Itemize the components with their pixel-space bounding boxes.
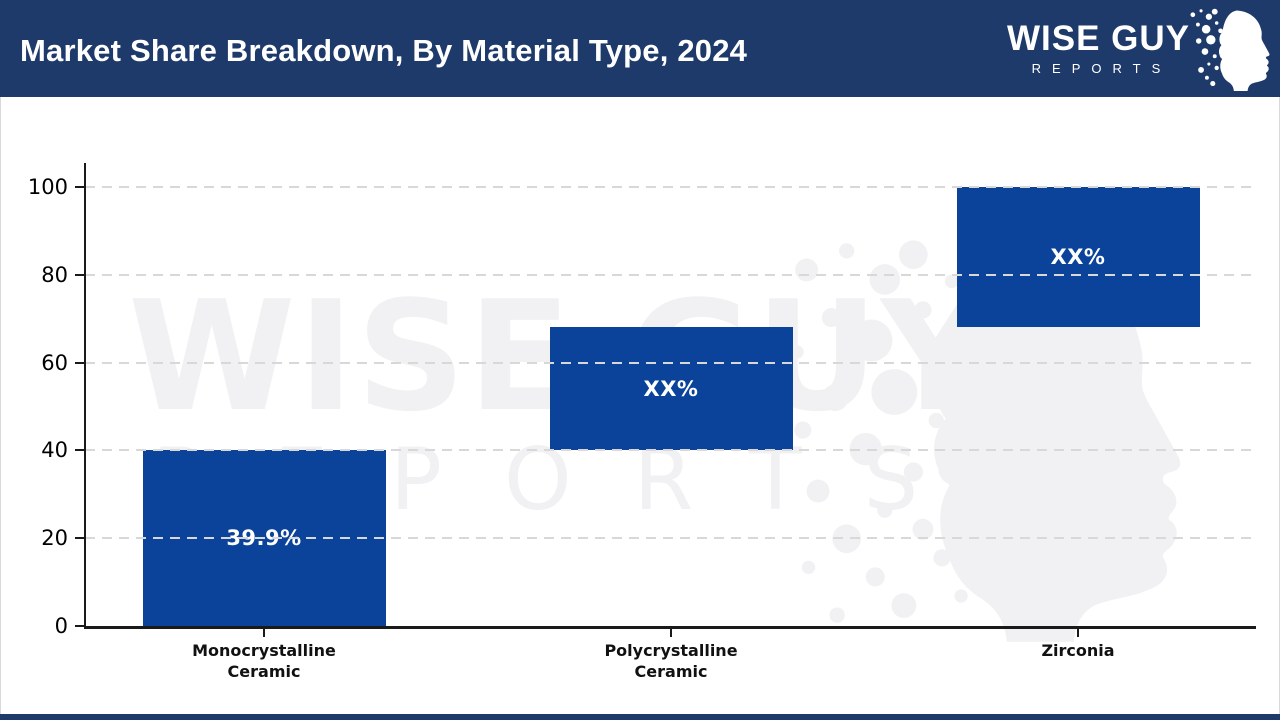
y-tick-label-40: 40: [41, 438, 68, 463]
y-tick-label-100: 100: [27, 175, 68, 199]
brand-logo-text: WISE GUY REPORTS: [1007, 21, 1190, 76]
x-category-label-3: Zirconia: [1041, 641, 1115, 660]
gridline-100: [85, 186, 1255, 188]
x-category-label-1: Monocrystalline Ceramic: [192, 641, 336, 681]
brand-logo: WISE GUY REPORTS: [1007, 5, 1272, 91]
y-tick-label-60: 60: [41, 350, 68, 375]
brand-face-icon: [1190, 8, 1270, 91]
x-tick-2: [670, 629, 672, 637]
x-axis: [84, 626, 1256, 629]
page-title: Market Share Breakdown, By Material Type…: [20, 33, 748, 68]
brand-logo-wiseguy: WISE GUY: [1006, 18, 1190, 58]
y-tick-60: [75, 361, 84, 364]
y-tick-label-80: 80: [41, 262, 68, 287]
y-tick-40: [75, 449, 84, 452]
gridline-20: [85, 537, 1255, 540]
header-bar: Market Share Breakdown, By Material Type…: [0, 0, 1280, 97]
y-tick-label-20: 20: [41, 526, 68, 551]
bar-value-label: XX%: [1050, 245, 1106, 270]
bar-3[interactable]: XX%: [956, 187, 1200, 328]
y-tick-80: [75, 273, 84, 276]
bar-value-label: XX%: [643, 376, 699, 401]
x-tick-1: [263, 629, 265, 637]
y-tick-100: [75, 186, 84, 188]
bar-2[interactable]: XX%: [549, 327, 793, 451]
y-tick-20: [75, 537, 84, 540]
brand-logo-reports: REPORTS: [1031, 60, 1172, 76]
footer-bar: [0, 714, 1280, 720]
y-axis: [84, 163, 86, 628]
watermark-face-icon: [790, 240, 1181, 642]
gridline-60: [85, 361, 1255, 364]
gridline-80: [85, 273, 1255, 276]
x-tick-3: [1077, 629, 1079, 637]
x-category-label-2: Polycrystalline Ceramic: [604, 641, 738, 681]
y-tick-0: [75, 625, 84, 627]
y-tick-label-0: 0: [54, 614, 68, 638]
gridline-40: [85, 449, 1255, 452]
